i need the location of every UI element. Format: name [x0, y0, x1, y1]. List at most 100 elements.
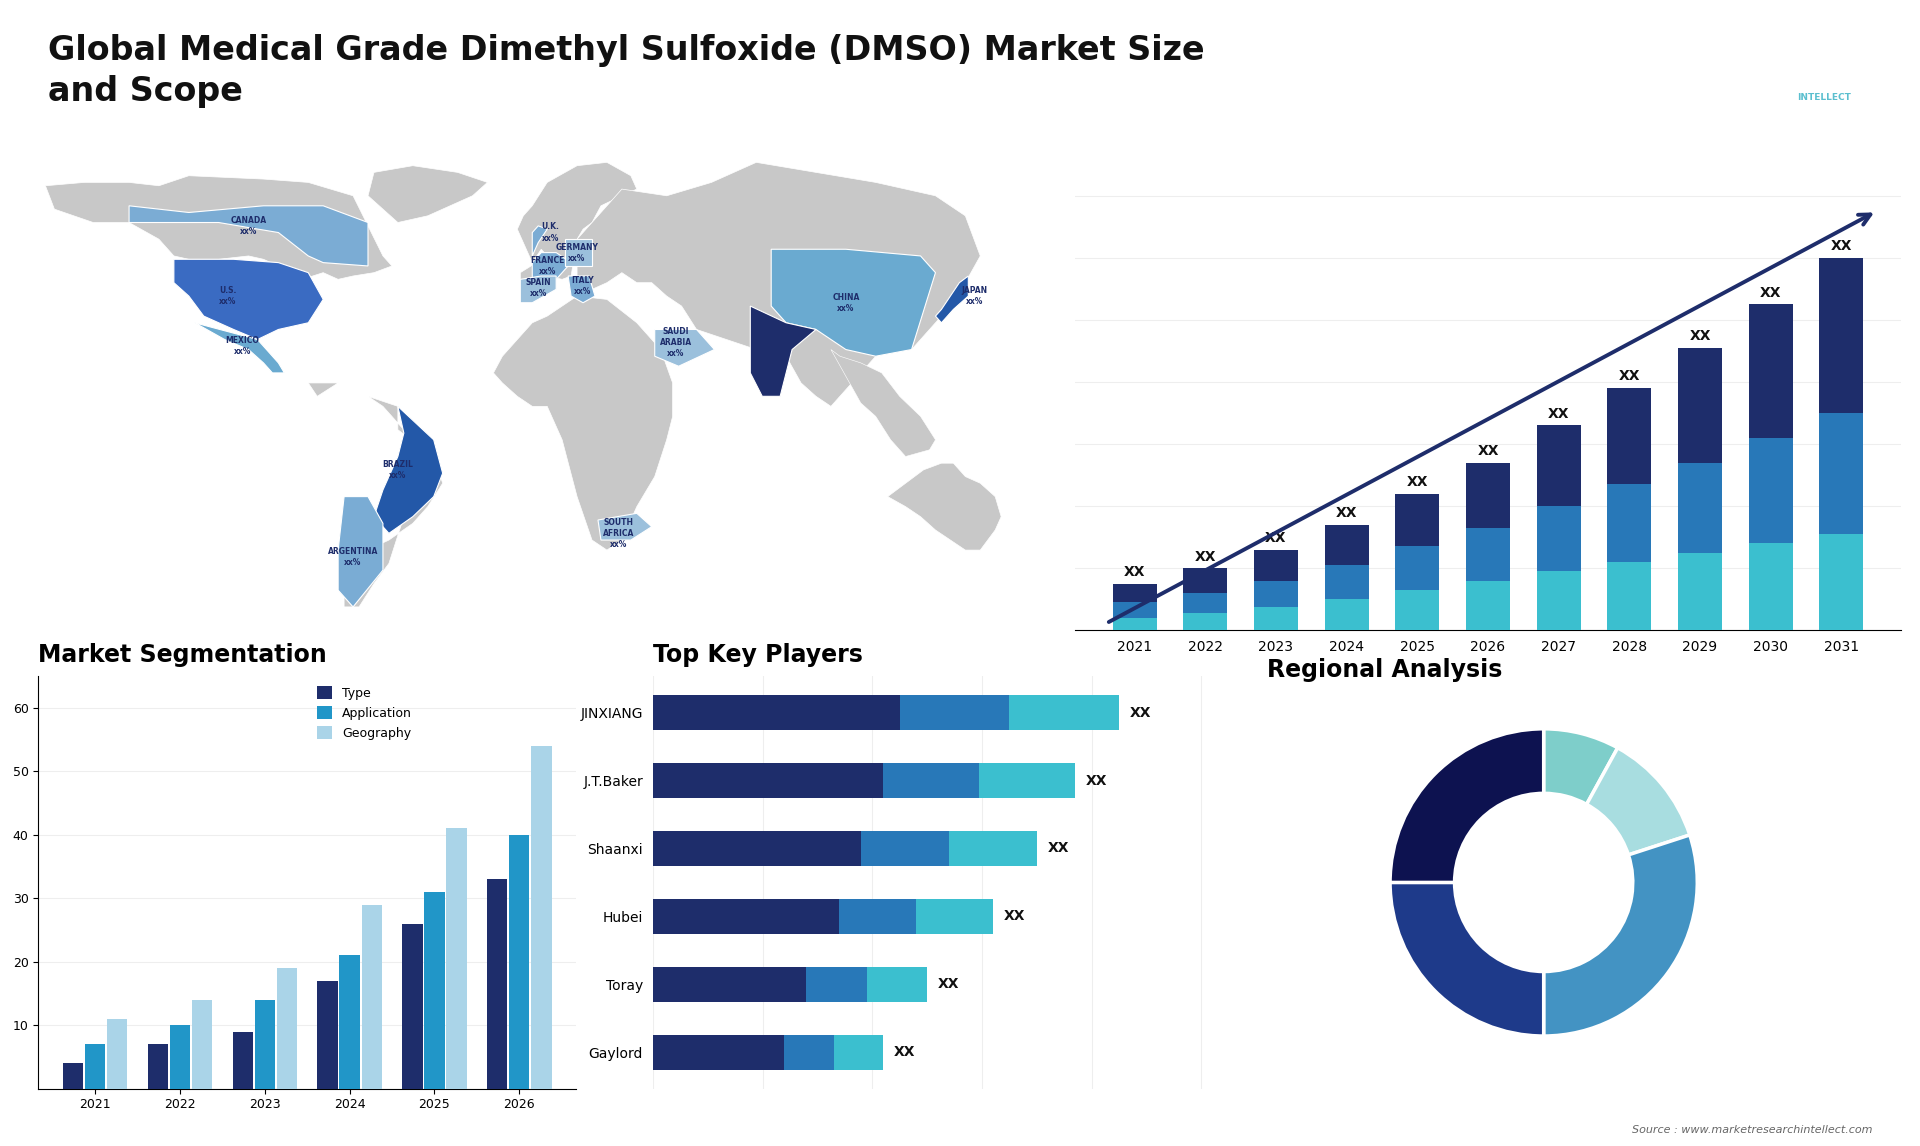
Text: XX: XX	[1761, 285, 1782, 299]
Bar	[509, 834, 530, 1089]
Bar	[1010, 694, 1119, 730]
Polygon shape	[935, 276, 968, 323]
Text: Regional Analysis: Regional Analysis	[1267, 658, 1503, 682]
Bar	[317, 981, 338, 1089]
Text: XX: XX	[895, 1045, 916, 1059]
Text: MARKET: MARKET	[1797, 40, 1839, 49]
Bar	[276, 968, 298, 1089]
Wedge shape	[1544, 835, 1697, 1036]
Wedge shape	[1390, 729, 1544, 882]
Text: Top Key Players: Top Key Players	[653, 643, 862, 667]
Bar	[63, 1063, 83, 1089]
Text: MEXICO
xx%: MEXICO xx%	[227, 336, 259, 356]
Polygon shape	[338, 496, 382, 607]
Bar	[806, 967, 866, 1002]
Wedge shape	[1586, 748, 1690, 855]
Polygon shape	[578, 163, 981, 407]
Text: U.S.
xx%: U.S. xx%	[219, 286, 236, 306]
Polygon shape	[532, 252, 570, 280]
Bar	[192, 999, 211, 1089]
Bar	[948, 831, 1037, 866]
Bar	[1820, 413, 1862, 534]
Text: SAUDI
ARABIA
xx%: SAUDI ARABIA xx%	[660, 328, 691, 359]
Bar	[862, 831, 948, 866]
Text: XX: XX	[1048, 841, 1069, 855]
Polygon shape	[831, 350, 935, 456]
Bar	[653, 967, 806, 1002]
Bar	[653, 1035, 785, 1070]
Text: XX: XX	[1830, 240, 1853, 253]
Text: CANADA
xx%: CANADA xx%	[230, 215, 267, 236]
Bar	[653, 831, 862, 866]
Bar	[488, 879, 507, 1089]
Text: XX: XX	[1476, 444, 1500, 458]
Bar	[1325, 565, 1369, 599]
Bar	[1467, 528, 1509, 581]
Polygon shape	[532, 226, 547, 256]
Text: XX: XX	[1407, 474, 1428, 489]
Bar	[1678, 552, 1722, 630]
Text: Source : www.marketresearchintellect.com: Source : www.marketresearchintellect.com	[1632, 1124, 1872, 1135]
Bar	[1607, 388, 1651, 485]
Bar	[1254, 581, 1298, 607]
Text: JAPAN
xx%: JAPAN xx%	[962, 286, 987, 306]
Text: Market Segmentation: Market Segmentation	[38, 643, 326, 667]
Text: Global Medical Grade Dimethyl Sulfoxide (DMSO) Market Size
and Scope: Global Medical Grade Dimethyl Sulfoxide …	[48, 34, 1204, 108]
Polygon shape	[655, 330, 714, 367]
Bar	[1536, 572, 1580, 630]
Bar	[232, 1031, 253, 1089]
Bar	[1749, 438, 1793, 543]
Text: INDIA
xx%: INDIA xx%	[762, 339, 787, 360]
Polygon shape	[568, 276, 595, 303]
Text: SPAIN
xx%: SPAIN xx%	[526, 277, 551, 298]
Polygon shape	[129, 206, 369, 266]
Bar	[1114, 583, 1156, 603]
Bar	[1749, 304, 1793, 438]
Bar	[1183, 568, 1227, 592]
Bar	[653, 898, 839, 934]
Bar	[916, 898, 993, 934]
Bar	[1183, 613, 1227, 630]
Bar	[839, 898, 916, 934]
Bar	[1325, 525, 1369, 565]
Bar	[883, 763, 979, 798]
Bar	[1678, 347, 1722, 463]
Text: INTELLECT: INTELLECT	[1797, 93, 1851, 102]
Bar	[1536, 425, 1580, 507]
Bar	[148, 1044, 167, 1089]
Text: ITALY
xx%: ITALY xx%	[572, 276, 595, 296]
Text: CHINA
xx%: CHINA xx%	[831, 292, 860, 313]
Bar	[340, 956, 359, 1089]
Polygon shape	[369, 166, 488, 222]
Bar	[1536, 507, 1580, 572]
Polygon shape	[175, 259, 323, 339]
Legend: Type, Application, Geography: Type, Application, Geography	[313, 682, 417, 744]
Bar	[1325, 599, 1369, 630]
Bar	[1254, 607, 1298, 630]
Circle shape	[1455, 793, 1632, 972]
Bar	[653, 694, 900, 730]
Bar	[108, 1019, 127, 1089]
Text: GERMANY
xx%: GERMANY xx%	[555, 243, 599, 262]
Bar	[1820, 534, 1862, 630]
Polygon shape	[520, 276, 557, 303]
Polygon shape	[597, 513, 651, 540]
Bar	[785, 1035, 833, 1070]
Polygon shape	[194, 323, 284, 372]
Polygon shape	[887, 463, 1000, 550]
Polygon shape	[564, 240, 591, 266]
Bar	[361, 904, 382, 1089]
Polygon shape	[751, 306, 816, 397]
Bar	[169, 1026, 190, 1089]
Text: XX: XX	[1336, 507, 1357, 520]
Bar	[1183, 592, 1227, 613]
Bar	[1114, 618, 1156, 630]
Text: XX: XX	[1265, 531, 1286, 544]
Polygon shape	[493, 296, 672, 550]
Bar	[1607, 485, 1651, 562]
Bar	[424, 892, 445, 1089]
Polygon shape	[516, 163, 637, 303]
Bar	[1749, 543, 1793, 630]
Text: XX: XX	[1690, 329, 1711, 343]
Polygon shape	[309, 383, 444, 607]
